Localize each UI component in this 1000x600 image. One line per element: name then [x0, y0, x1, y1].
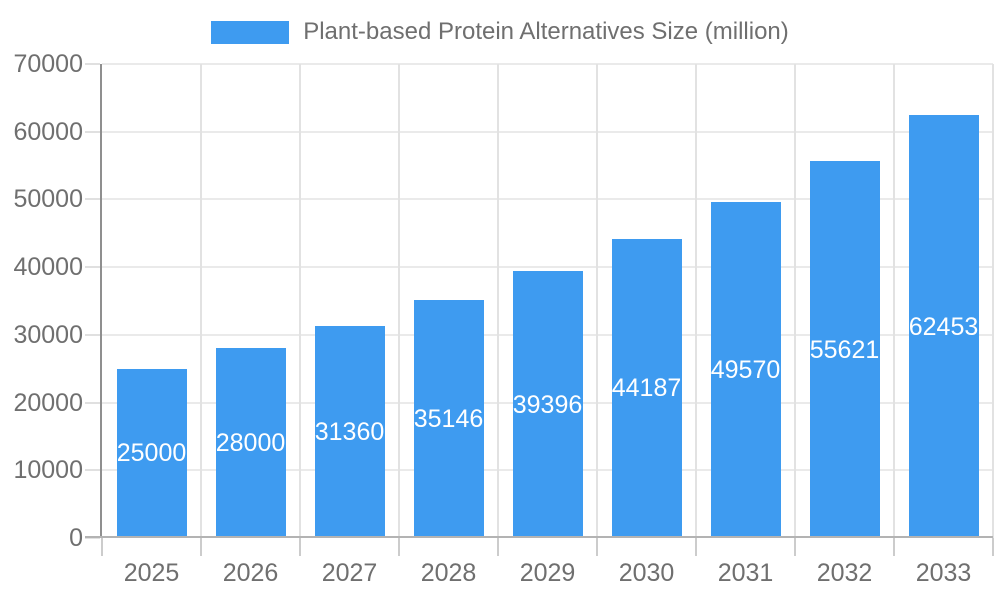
x-axis-tick [299, 538, 301, 556]
bar[interactable] [611, 238, 682, 537]
bar[interactable] [116, 368, 187, 537]
y-tick-label: 50000 [13, 185, 83, 214]
bar[interactable] [413, 300, 484, 537]
gridline-v [695, 64, 697, 538]
x-axis-tick [695, 538, 697, 556]
bar[interactable] [215, 348, 286, 537]
bar-value-label: 35146 [413, 405, 484, 433]
x-tick-label: 2028 [420, 559, 477, 587]
x-tick-label: 2025 [123, 559, 180, 587]
y-axis-tick [85, 198, 100, 201]
gridline-v [893, 64, 895, 538]
y-axis-line [100, 64, 102, 538]
bar[interactable] [314, 325, 385, 537]
x-axis-tick [101, 538, 103, 556]
gridline-h [102, 198, 993, 201]
x-tick-label: 2027 [321, 559, 378, 587]
y-axis-tick [85, 266, 100, 269]
y-tick-label: 20000 [13, 388, 83, 417]
x-tick-label: 2031 [717, 559, 774, 587]
x-tick-label: 2033 [915, 559, 972, 587]
x-axis-tick [596, 538, 598, 556]
y-tick-label: 60000 [13, 117, 83, 146]
legend-swatch-icon [211, 20, 290, 44]
x-axis-tick [200, 538, 202, 556]
x-axis-tick [398, 538, 400, 556]
bar[interactable] [908, 115, 979, 537]
x-tick-label: 2032 [816, 559, 873, 587]
y-axis-tick [85, 537, 100, 539]
bar-value-label: 31360 [314, 417, 385, 446]
bar-value-label: 28000 [215, 429, 286, 458]
legend-label: Plant-based Protein Alternatives Size (m… [303, 18, 789, 45]
bar[interactable] [809, 161, 880, 537]
x-tick-label: 2030 [618, 559, 675, 587]
bar[interactable] [710, 202, 781, 537]
y-axis-tick [85, 469, 100, 472]
gridline-v [299, 64, 301, 538]
y-axis-tick [85, 333, 100, 336]
bar-value-label: 49570 [710, 356, 781, 385]
bar-value-label: 25000 [116, 439, 187, 468]
bar-value-label: 39396 [512, 390, 583, 419]
x-tick-label: 2026 [222, 559, 279, 587]
gridline-v [398, 64, 400, 538]
y-axis-tick [85, 401, 100, 404]
x-axis-tick [497, 538, 499, 556]
x-axis-line [85, 536, 993, 538]
gridline-h [102, 63, 993, 65]
y-tick-label: 10000 [13, 456, 83, 485]
x-axis-tick [893, 538, 895, 556]
gridline-v [200, 64, 202, 538]
y-tick-label: 70000 [13, 50, 83, 78]
y-tick-label: 0 [69, 524, 83, 552]
gridline-h [102, 130, 993, 133]
bar-value-label: 62453 [908, 312, 979, 341]
x-axis-tick [794, 538, 796, 556]
gridline-v [497, 64, 499, 538]
y-axis-tick [85, 130, 100, 133]
gridline-v [596, 64, 598, 538]
gridline-h [102, 266, 993, 269]
bar[interactable] [512, 271, 583, 537]
bar-value-label: 44187 [611, 374, 682, 403]
y-axis-tick [85, 63, 100, 65]
gridline-v [992, 64, 994, 538]
gridline-v [794, 64, 796, 538]
x-axis-tick [992, 538, 994, 556]
bar-value-label: 55621 [809, 335, 880, 364]
x-tick-label: 2029 [519, 559, 576, 587]
y-tick-label: 30000 [13, 320, 83, 349]
y-tick-label: 40000 [13, 253, 83, 282]
legend[interactable]: Plant-based Protein Alternatives Size (m… [0, 16, 1000, 48]
